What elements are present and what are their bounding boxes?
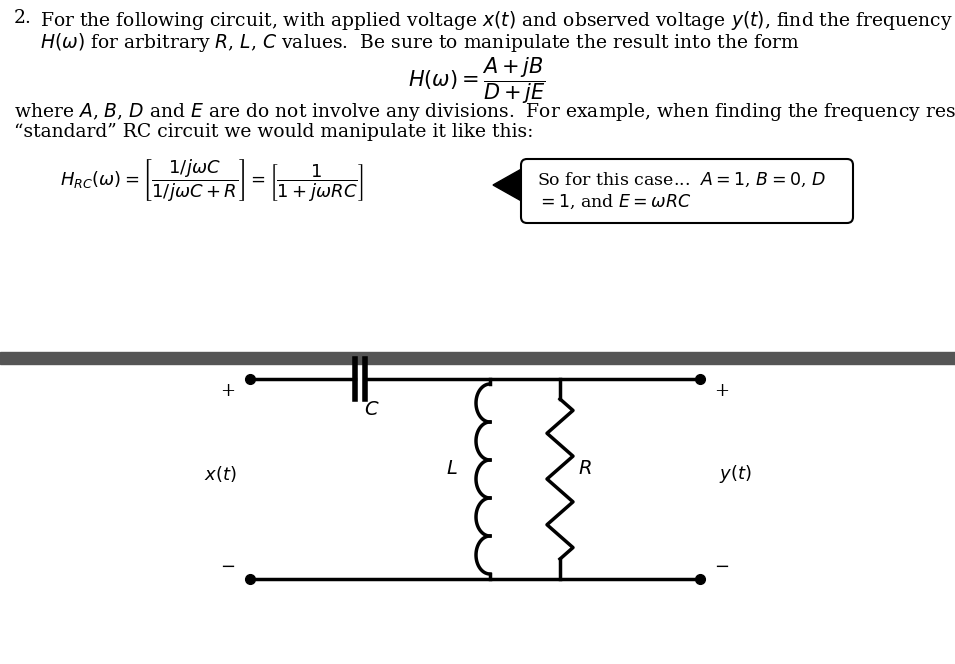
Text: $y(t)$: $y(t)$ (719, 463, 752, 485)
Text: +: + (221, 382, 236, 400)
Bar (0, 352, 955, 364)
Text: $H(\omega) = \dfrac{A + jB}{D + jE}$: $H(\omega) = \dfrac{A + jB}{D + jE}$ (408, 55, 546, 106)
Text: −: − (714, 558, 730, 576)
Text: −: − (221, 558, 236, 576)
Polygon shape (493, 167, 525, 203)
Text: 2.: 2. (14, 9, 32, 27)
Text: $x(t)$: $x(t)$ (203, 464, 236, 484)
Text: where $A$, $B$, $D$ and $E$ are do not involve any divisions.  For example, when: where $A$, $B$, $D$ and $E$ are do not i… (14, 101, 955, 123)
Text: $H_{RC}(\omega) = \left[\dfrac{1/j\omega C}{1/j\omega C + R}\right] = \left[\dfr: $H_{RC}(\omega) = \left[\dfrac{1/j\omega… (60, 157, 364, 203)
Text: +: + (714, 382, 730, 400)
Text: So for this case...  $A = 1$, $B = 0$, $D$: So for this case... $A = 1$, $B = 0$, $D… (537, 171, 826, 189)
FancyBboxPatch shape (521, 159, 853, 223)
Text: “standard” RC circuit we would manipulate it like this:: “standard” RC circuit we would manipulat… (14, 123, 534, 141)
Text: For the following circuit, with applied voltage $x(t)$ and observed voltage $y(t: For the following circuit, with applied … (40, 9, 955, 32)
Text: $R$: $R$ (578, 460, 592, 478)
Text: $L$: $L$ (446, 460, 458, 478)
Text: $C$: $C$ (364, 401, 379, 419)
Text: $H(\omega)$ for arbitrary $R$, $L$, $C$ values.  Be sure to manipulate the resul: $H(\omega)$ for arbitrary $R$, $L$, $C$ … (40, 31, 799, 54)
Text: $= 1$, and $E = \omega RC$: $= 1$, and $E = \omega RC$ (537, 193, 691, 211)
